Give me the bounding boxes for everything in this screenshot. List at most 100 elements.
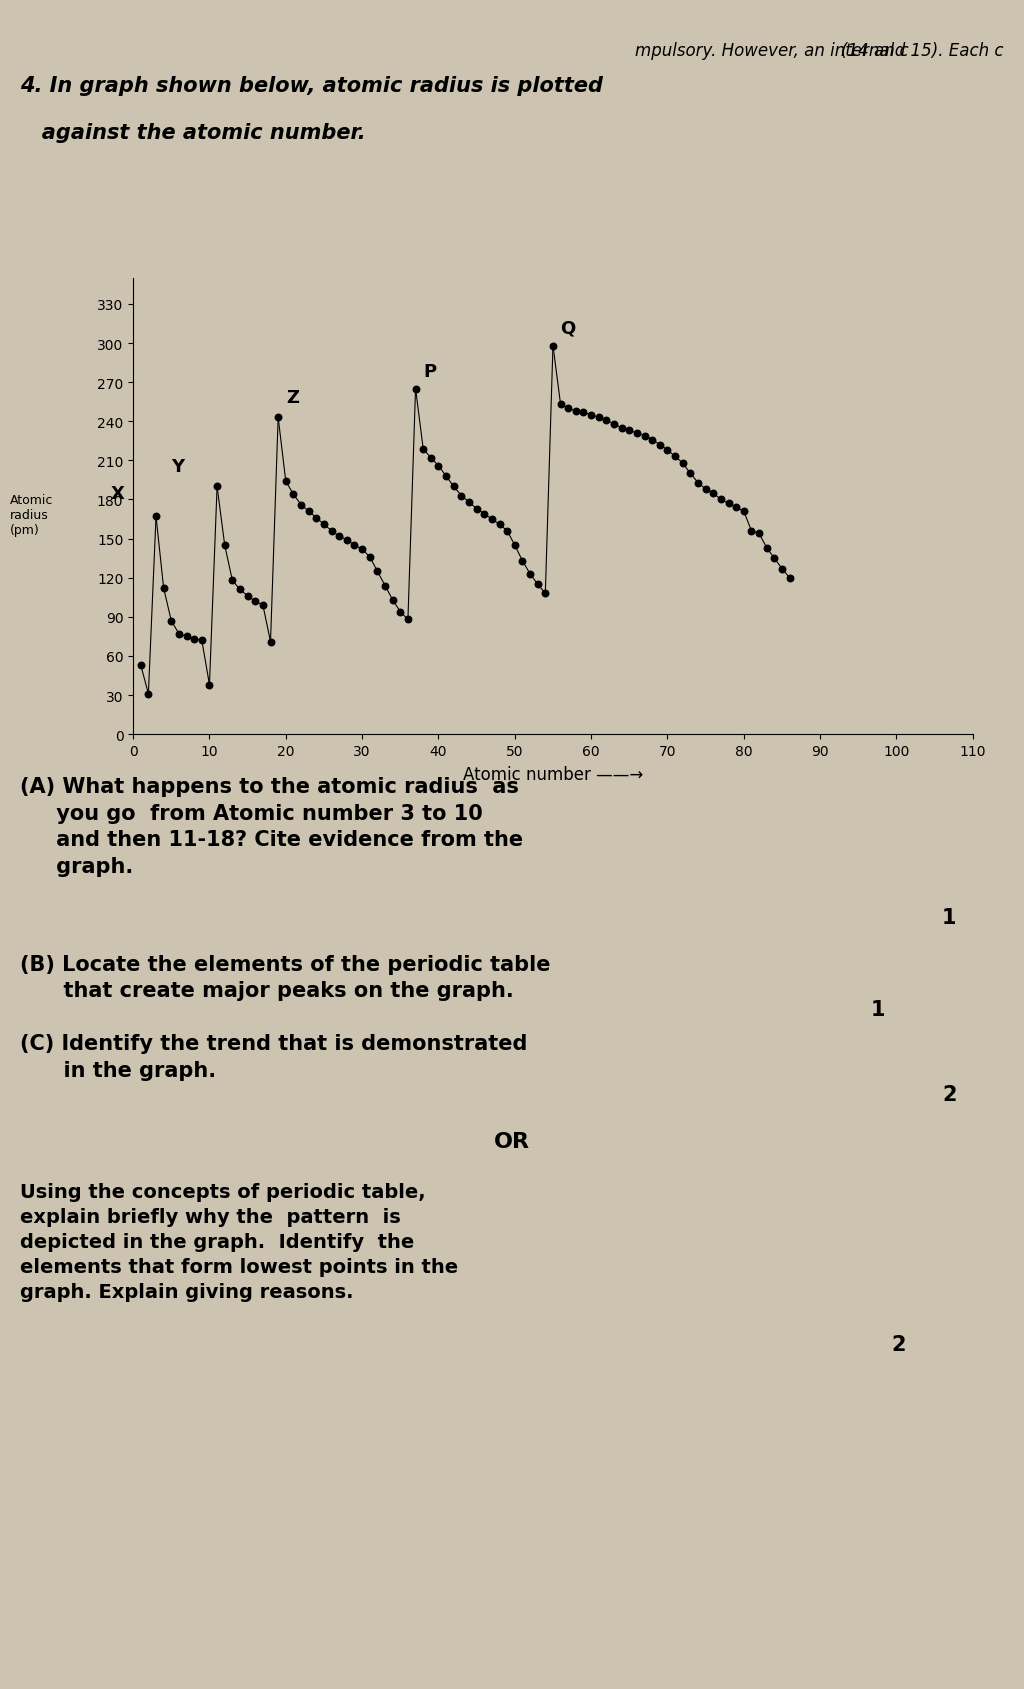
Point — [675, 451, 691, 478]
Text: OR: OR — [494, 1132, 530, 1152]
Point — [324, 519, 340, 546]
Point — [423, 444, 439, 471]
Point — [461, 490, 477, 517]
Point — [202, 672, 218, 699]
Point — [278, 468, 294, 495]
Point — [514, 547, 530, 574]
Point — [377, 573, 393, 600]
Point — [331, 524, 347, 551]
Text: 1: 1 — [942, 907, 956, 927]
Point — [392, 598, 409, 625]
Text: Atomic
radius
(pm): Atomic radius (pm) — [10, 493, 53, 537]
Point — [682, 461, 698, 488]
Point — [529, 571, 546, 598]
Point — [728, 495, 744, 522]
Point — [163, 608, 179, 635]
Point — [583, 402, 599, 429]
Point — [636, 422, 652, 449]
Text: mpulsory. However, an internal c: mpulsory. However, an internal c — [635, 42, 908, 61]
Point — [759, 535, 775, 562]
Point — [178, 623, 195, 650]
Text: Q: Q — [560, 319, 575, 338]
Point — [492, 512, 508, 539]
Point — [224, 568, 241, 595]
Point — [552, 392, 568, 419]
Point — [231, 576, 248, 603]
Point — [216, 532, 232, 559]
Point — [262, 628, 279, 655]
Point — [209, 473, 225, 500]
Point — [720, 490, 736, 517]
Point — [293, 491, 309, 519]
Point — [690, 470, 707, 497]
Point — [606, 410, 623, 437]
Point — [629, 421, 645, 448]
Point — [315, 512, 332, 539]
Point — [255, 593, 271, 620]
Point — [468, 497, 484, 524]
Point — [171, 622, 187, 649]
Point — [430, 453, 446, 480]
Point — [454, 483, 470, 510]
Point — [766, 546, 782, 573]
Point — [644, 427, 660, 454]
Point — [286, 481, 302, 508]
Point — [361, 544, 378, 571]
Point — [370, 559, 386, 586]
Point — [659, 437, 676, 464]
Point — [476, 502, 493, 529]
Point — [706, 480, 722, 507]
Point — [774, 556, 791, 583]
Point — [354, 535, 371, 562]
Point — [270, 405, 287, 432]
Point — [415, 436, 431, 463]
Text: (C) Identify the trend that is demonstrated
      in the graph.: (C) Identify the trend that is demonstra… — [20, 1034, 527, 1079]
Text: Using the concepts of periodic table,
explain briefly why the  pattern  is
depic: Using the concepts of periodic table, ex… — [20, 1182, 459, 1301]
Point — [240, 583, 256, 610]
Point — [140, 681, 157, 708]
Point — [194, 627, 210, 654]
Point — [483, 507, 500, 534]
Point — [186, 627, 203, 654]
Point — [156, 576, 172, 603]
Point — [399, 606, 416, 633]
Point — [147, 503, 164, 530]
Point — [713, 486, 729, 513]
Point — [507, 532, 523, 559]
Point — [697, 476, 714, 503]
Text: against the atomic number.: against the atomic number. — [20, 123, 367, 144]
Point — [522, 561, 539, 588]
Point — [445, 473, 462, 500]
Point — [743, 519, 760, 546]
Point — [591, 405, 607, 432]
Point — [346, 532, 362, 559]
Text: 4. In graph shown below, atomic radius is plotted: 4. In graph shown below, atomic radius i… — [20, 76, 603, 96]
Point — [545, 333, 561, 360]
Point — [384, 588, 400, 615]
Point — [651, 432, 668, 459]
Point — [247, 588, 263, 615]
Point — [567, 399, 584, 426]
Text: 1: 1 — [870, 1000, 885, 1020]
Point — [308, 505, 325, 532]
Point — [408, 377, 424, 404]
Text: (A) What happens to the atomic radius  as
     you go  from Atomic number 3 to 1: (A) What happens to the atomic radius as… — [20, 777, 523, 877]
Point — [538, 581, 554, 608]
Text: X: X — [111, 485, 124, 503]
Point — [735, 498, 752, 525]
Text: 2: 2 — [942, 1084, 956, 1105]
Text: Z: Z — [286, 388, 299, 407]
Text: (14 and 15). Each c: (14 and 15). Each c — [841, 42, 1004, 61]
Point — [575, 399, 592, 426]
Point — [667, 444, 683, 471]
Point — [622, 417, 638, 444]
X-axis label: Atomic number ——→: Atomic number ——→ — [463, 765, 643, 784]
Text: P: P — [423, 363, 436, 380]
Text: (B) Locate the elements of the periodic table
      that create major peaks on t: (B) Locate the elements of the periodic … — [20, 954, 551, 1000]
Point — [499, 519, 515, 546]
Point — [613, 415, 630, 443]
Point — [300, 498, 316, 525]
Point — [438, 463, 455, 490]
Point — [339, 527, 355, 554]
Point — [781, 564, 798, 591]
